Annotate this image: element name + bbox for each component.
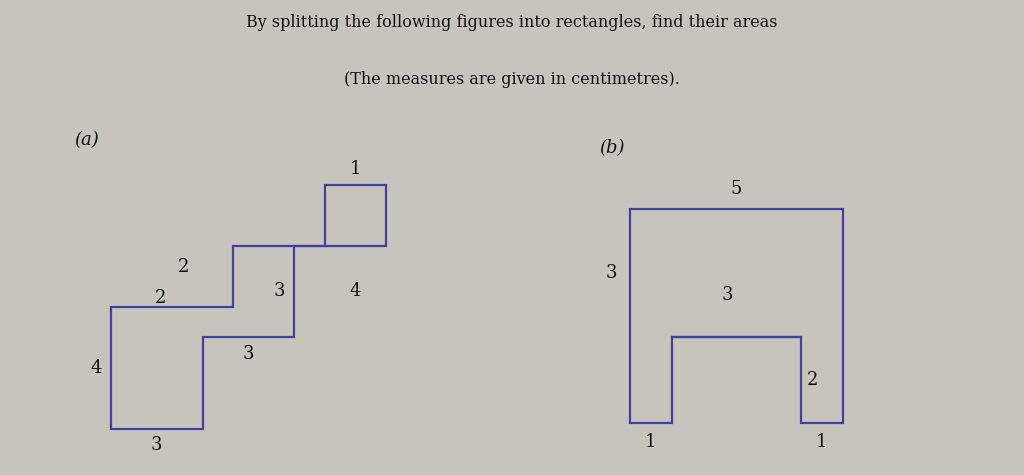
Text: 1: 1 xyxy=(816,433,827,451)
Text: 4: 4 xyxy=(349,283,360,301)
Text: 2: 2 xyxy=(155,288,166,306)
Text: (a): (a) xyxy=(75,131,99,149)
Text: 2: 2 xyxy=(178,258,189,276)
Text: (The measures are given in centimetres).: (The measures are given in centimetres). xyxy=(344,71,680,88)
Text: (b): (b) xyxy=(600,140,625,157)
Text: 3: 3 xyxy=(722,285,733,304)
Text: By splitting the following figures into rectangles, find their areas: By splitting the following figures into … xyxy=(246,14,778,31)
Text: 1: 1 xyxy=(349,161,361,179)
Text: 5: 5 xyxy=(731,180,742,199)
Text: 4: 4 xyxy=(90,359,101,377)
Text: 2: 2 xyxy=(807,371,818,389)
Text: 3: 3 xyxy=(273,283,285,301)
Text: 3: 3 xyxy=(605,264,616,282)
Text: 1: 1 xyxy=(645,433,656,451)
Text: 3: 3 xyxy=(151,437,163,455)
Text: 3: 3 xyxy=(243,345,254,363)
